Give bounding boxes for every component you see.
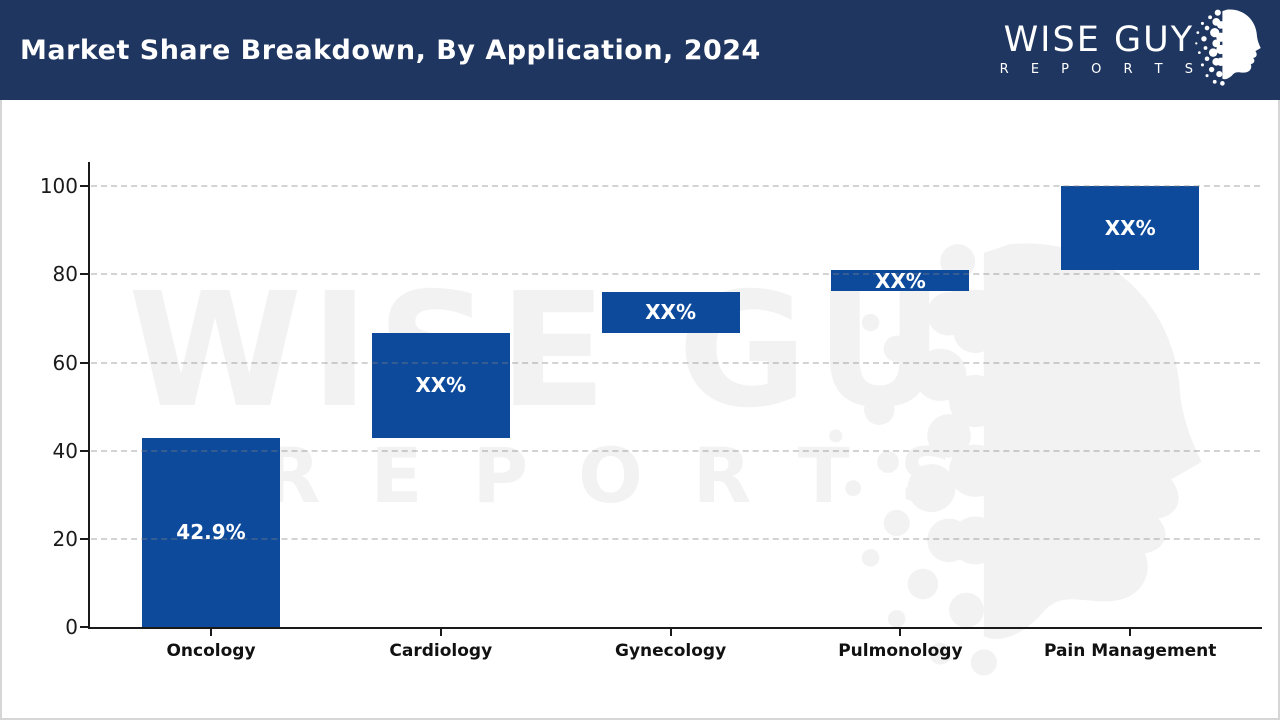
x-tick-mark-pulmonology — [899, 629, 902, 636]
watermark-text-secondary: REPORTS — [262, 431, 1005, 520]
gridline-100 — [91, 185, 1260, 188]
x-axis-line — [88, 627, 1262, 629]
y-axis-line — [88, 162, 90, 629]
dot-face-icon — [1188, 5, 1266, 95]
bar-value-label-gynecology: XX% — [645, 300, 697, 325]
y-tick-label-80: 80 — [52, 262, 78, 287]
watermark-dot-face-icon — [792, 218, 1228, 710]
bar-value-label-oncology: 42.9% — [176, 520, 246, 545]
y-tick-mark-0 — [80, 626, 88, 628]
y-tick-mark-80 — [80, 273, 88, 276]
bar-oncology — [142, 437, 280, 627]
x-category-label-cardiology: Cardiology — [389, 641, 493, 661]
bar-value-label-pain-management: XX% — [1104, 216, 1156, 241]
y-tick-mark-40 — [80, 449, 88, 452]
brand-logo: WISE GUY R E P O R T S — [996, 5, 1266, 95]
gridline-20 — [91, 537, 1260, 540]
x-tick-mark-pain-management — [1129, 629, 1132, 636]
y-tick-mark-20 — [80, 537, 88, 540]
y-tick-label-40: 40 — [52, 438, 78, 463]
y-tick-label-0: 0 — [65, 615, 78, 639]
bar-cardiology — [371, 332, 510, 438]
bar-pain-management — [1061, 186, 1200, 270]
header: Market Share Breakdown, By Application, … — [0, 0, 1280, 100]
gridline-40 — [91, 449, 1260, 452]
y-tick-label-60: 60 — [52, 350, 78, 375]
brand-subname: R E P O R T S — [999, 62, 1202, 77]
x-category-label-pulmonology: Pulmonology — [838, 641, 963, 661]
x-tick-mark-gynecology — [669, 629, 672, 636]
x-tick-mark-cardiology — [439, 629, 442, 636]
x-category-label-gynecology: Gynecology — [615, 641, 727, 661]
gridline-80 — [91, 273, 1260, 276]
x-tick-mark-oncology — [210, 629, 212, 636]
x-category-label-oncology: Oncology — [166, 641, 256, 661]
brand-name: WISE GUY — [1003, 20, 1195, 60]
brand-logo-text: WISE GUY R E P O R T S — [996, 20, 1202, 78]
bar-pulmonology — [831, 269, 970, 292]
y-tick-mark-100 — [80, 185, 88, 188]
bar-value-label-pulmonology: XX% — [874, 268, 926, 293]
gridline-60 — [91, 361, 1260, 364]
y-tick-mark-60 — [80, 361, 88, 364]
y-tick-label-20: 20 — [52, 526, 78, 551]
y-tick-label-100: 100 — [39, 174, 78, 199]
bar-value-label-cardiology: XX% — [415, 373, 467, 398]
bar-gynecology — [601, 291, 740, 333]
watermark-text-primary: WISE GUY — [128, 259, 1075, 443]
x-category-label-pain-management: Pain Management — [1043, 641, 1217, 661]
page-title: Market Share Breakdown, By Application, … — [20, 34, 761, 66]
